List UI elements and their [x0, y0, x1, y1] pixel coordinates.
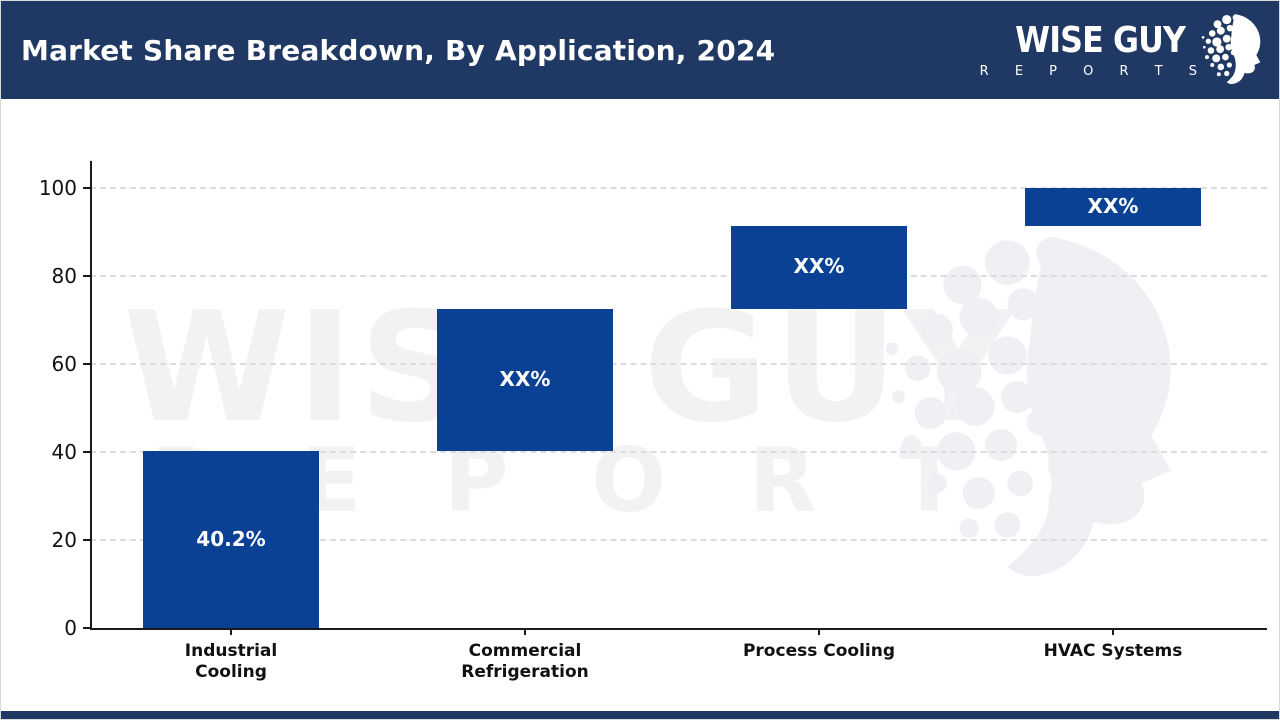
bar	[143, 451, 319, 628]
y-axis-tick-label: 0	[64, 616, 77, 640]
x-tick-mark	[818, 628, 820, 635]
y-axis-tick-label: 100	[38, 176, 77, 200]
x-axis-line	[90, 628, 1267, 630]
y-tick-mark	[83, 363, 90, 365]
chart-title: Market Share Breakdown, By Application, …	[21, 33, 776, 67]
bar-value-label: XX%	[1087, 193, 1139, 218]
x-tick-mark	[524, 628, 526, 635]
y-tick-mark	[83, 539, 90, 541]
footer-bar	[1, 711, 1279, 719]
y-axis-tick-label: 80	[51, 264, 77, 288]
x-category-label: Industrial Cooling	[184, 641, 278, 683]
y-gridline	[90, 187, 1267, 189]
y-gridline	[90, 275, 1267, 277]
logo-wordmark: WISE GUY R E P O R T S	[980, 19, 1197, 78]
y-axis-tick-label: 60	[51, 352, 77, 376]
x-category-label: Process Cooling	[742, 641, 896, 661]
y-tick-mark	[83, 187, 90, 189]
y-axis-tick-label: 20	[51, 528, 77, 552]
header-bar: Market Share Breakdown, By Application, …	[1, 1, 1279, 99]
y-gridline	[90, 451, 1267, 453]
bar	[1025, 188, 1201, 226]
bar	[437, 309, 613, 452]
plot-area: 0 20 40 60 80 100 40.2% Industrial Cooling XX% Co…	[1, 99, 1279, 713]
bar-value-label: XX%	[793, 254, 845, 279]
y-axis-line	[90, 161, 92, 630]
y-tick-mark	[83, 451, 90, 453]
chart-canvas: WISE GUY R E P O R T S 0 20 40 60 80 100 40.2%…	[1, 99, 1279, 713]
brand-logo: WISE GUY R E P O R T S	[980, 11, 1265, 90]
bar-value-label: XX%	[499, 367, 551, 392]
x-tick-mark	[1112, 628, 1114, 635]
y-gridline	[90, 539, 1267, 541]
y-tick-mark	[83, 627, 90, 629]
x-category-label: HVAC Systems	[1043, 641, 1183, 661]
logo-face-icon	[1201, 13, 1261, 84]
y-axis-tick-label: 40	[51, 440, 77, 464]
y-tick-mark	[83, 275, 90, 277]
bar	[731, 225, 907, 309]
logo-primary-text: WISE GUY	[1014, 19, 1186, 61]
y-gridline	[90, 363, 1267, 365]
x-category-label: Commercial Refrigeration	[461, 641, 589, 683]
logo-secondary-text: R E P O R T S	[979, 63, 1208, 79]
x-tick-mark	[230, 628, 232, 635]
bar-value-label: 40.2%	[196, 526, 266, 551]
